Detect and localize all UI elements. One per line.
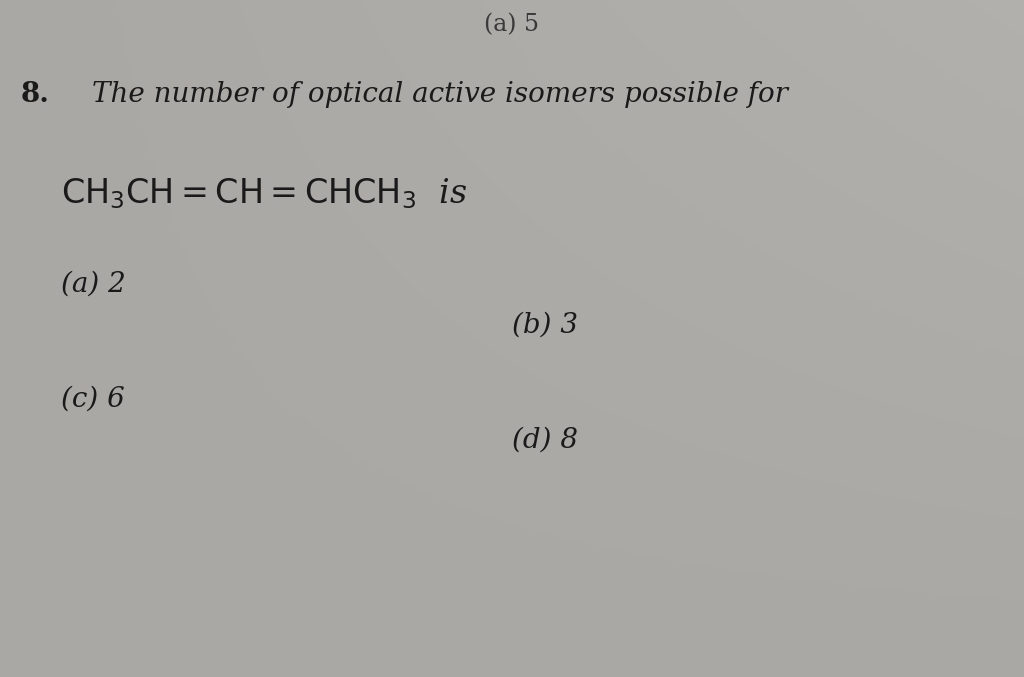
Text: (d) 8: (d) 8	[512, 427, 578, 454]
Text: (a) 5: (a) 5	[484, 14, 540, 37]
Text: The number of optical active isomers possible for: The number of optical active isomers pos…	[92, 81, 788, 108]
Text: $\mathrm{CH_3CH{=}CH{=}CHCH_3}$  is: $\mathrm{CH_3CH{=}CH{=}CHCH_3}$ is	[61, 176, 468, 211]
Text: (b) 3: (b) 3	[512, 311, 578, 338]
Text: (c) 6: (c) 6	[61, 386, 125, 413]
Text: 8.: 8.	[20, 81, 49, 108]
Text: (a) 2: (a) 2	[61, 271, 126, 298]
